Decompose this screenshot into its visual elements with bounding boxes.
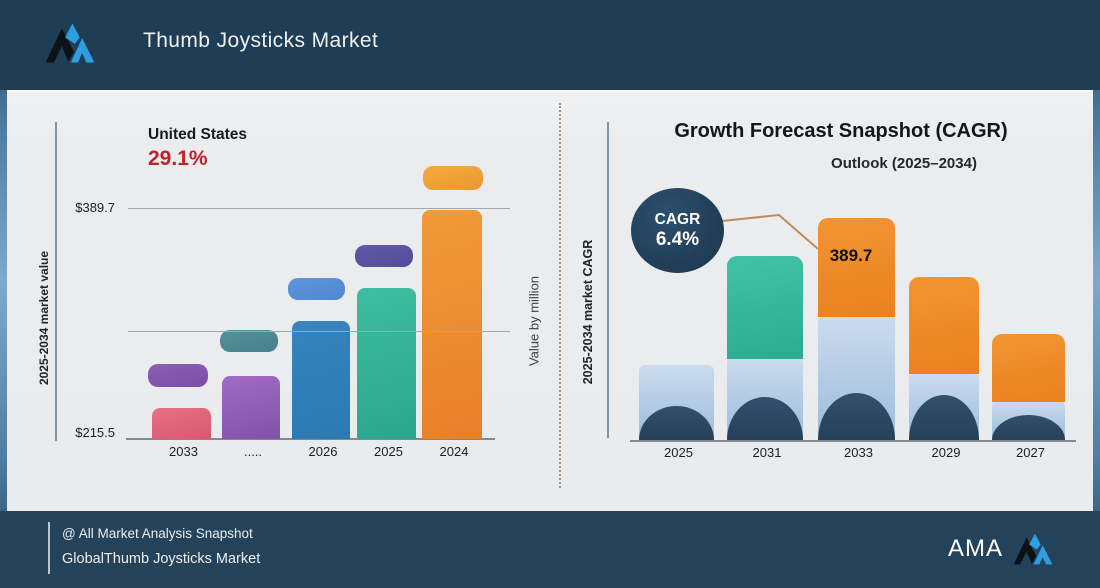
right-bar-top-2033 [818, 218, 895, 317]
left-y-axis-line [55, 122, 57, 441]
brand-logo-icon [45, 23, 95, 63]
footer-note-1: @ All Market Analysis Snapshot [62, 526, 253, 541]
cagr-chart-subtitle: Outlook (2025–2034) [831, 155, 977, 172]
left-y-tick-label: $215.5 [75, 425, 115, 440]
left-bar-2033 [152, 408, 211, 439]
right-x-axis-line [630, 440, 1076, 442]
header: Thumb Joysticks Market [0, 0, 1100, 90]
left-bar-cap-2024 [423, 166, 483, 190]
right-y-axis-line [607, 122, 609, 438]
footer-note-2: GlobalThumb Joysticks Market [62, 551, 261, 567]
left-bar-2026 [292, 321, 350, 439]
right-bar-top-2027 [992, 334, 1065, 402]
left-bar-cap-2025 [355, 245, 413, 267]
right-x-label: 2025 [664, 445, 693, 460]
us-growth-percent: 29.1% [148, 147, 208, 170]
left-bar-..... [222, 376, 280, 439]
cagr-badge-label: CAGR [654, 211, 701, 228]
footer-divider-line [48, 522, 50, 574]
left-bar-cap-2033 [148, 364, 208, 387]
right-x-label: 2033 [844, 445, 873, 460]
right-x-label: 2027 [1016, 445, 1045, 460]
left-bar-cap-..... [220, 330, 278, 352]
cagr-badge: CAGR 6.4% [631, 188, 724, 273]
left-bar-cap-2026 [288, 278, 345, 300]
cagr-badge-value: 6.4% [655, 229, 700, 250]
footer-brand-text: AMA [948, 535, 1004, 562]
left-y-tick-label: $389.7 [75, 200, 115, 215]
left-y-axis-title: 2025-2034 market value [37, 250, 51, 386]
page-title: Thumb Joysticks Market [143, 29, 379, 52]
right-bar-top-2029 [909, 277, 979, 374]
right-bar-top-2031 [727, 256, 803, 359]
right-x-label: 2031 [752, 445, 782, 460]
footer-brand-logo-icon [1013, 533, 1053, 565]
peak-value-annotation: 389.7 [829, 246, 873, 265]
left-bar-2024 [422, 210, 482, 439]
us-chart-title: United States [148, 126, 248, 143]
left-x-label: 2026 [308, 444, 338, 459]
left-x-label: 2025 [374, 444, 403, 459]
right-x-label: 2029 [931, 445, 961, 460]
right-y-axis-title: 2025-2034 market CAGR [581, 239, 595, 385]
cagr-chart-title: Growth Forecast Snapshot (CAGR) [674, 120, 1008, 142]
panel-divider [559, 103, 561, 488]
value-by-million-label: Value by million [526, 275, 542, 367]
footer: @ All Market Analysis Snapshot GlobalThu… [0, 511, 1100, 588]
left-x-label: ..... [243, 444, 263, 459]
left-gridline [128, 208, 510, 209]
left-gridline [128, 331, 510, 332]
left-x-axis-line [126, 438, 495, 440]
left-x-label: 2033 [169, 444, 198, 459]
left-x-label: 2024 [439, 444, 469, 459]
left-bar-2025 [357, 288, 416, 439]
